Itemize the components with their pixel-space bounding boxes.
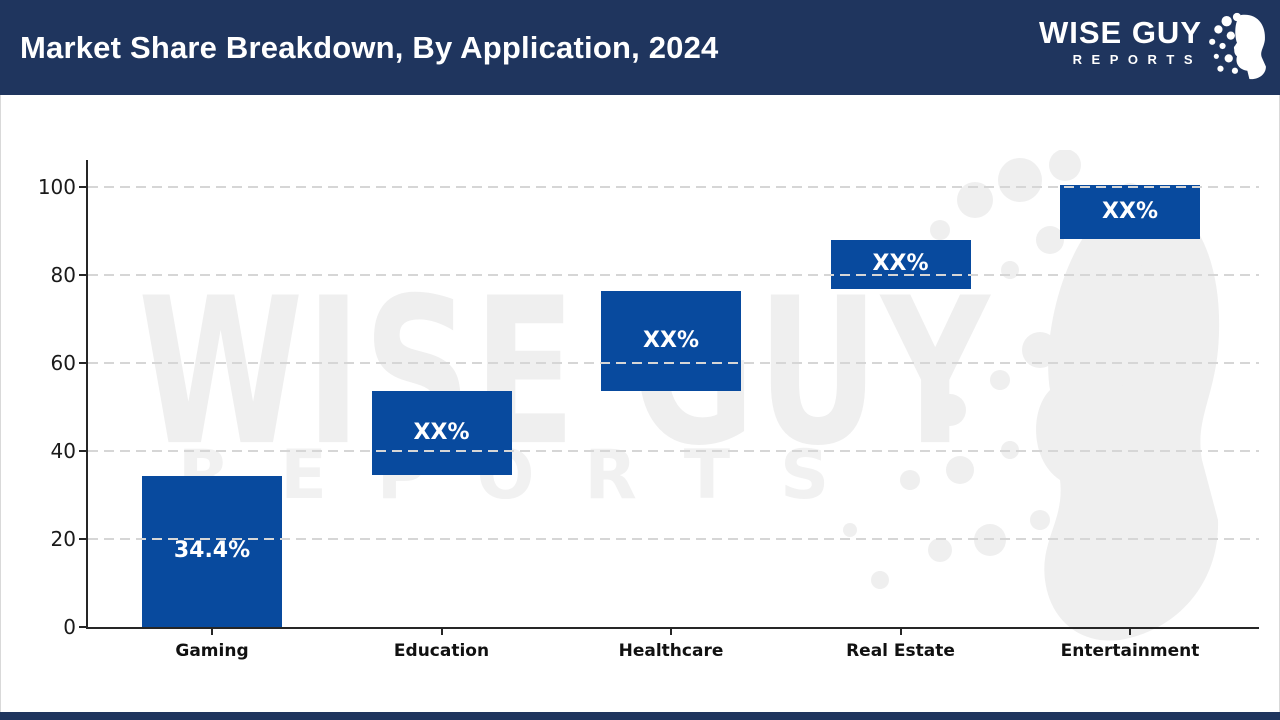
x-tick-mark: [1129, 627, 1131, 635]
gridline-40: [88, 450, 1259, 452]
y-tick-mark-100: [79, 186, 88, 188]
x-tick-mark: [899, 627, 902, 635]
brand-name: WISE GUY: [1038, 15, 1202, 50]
bar-value-label: XX%: [872, 251, 929, 277]
y-tick-mark-40: [79, 450, 88, 452]
bar-education: [371, 390, 512, 475]
brand-face-icon: [1209, 12, 1266, 80]
x-category-label: Real Estate: [846, 641, 955, 661]
y-tick-label-40: 40: [50, 439, 76, 463]
bar-gaming: [142, 475, 282, 627]
brand-subname: REPORTS: [1072, 52, 1202, 67]
y-tick-label-60: 60: [50, 351, 76, 375]
left-border: [0, 95, 1, 712]
bar-value-label: XX%: [1102, 198, 1158, 224]
y-tick-mark-20: [79, 538, 88, 540]
bar-value-label: 34.4%: [173, 538, 251, 564]
x-category-label: Gaming: [175, 641, 249, 661]
y-tick-mark-80: [79, 274, 88, 276]
page-title: Market Share Breakdown, By Application, …: [20, 29, 719, 65]
watermark-text: WISE GUY: [138, 255, 992, 491]
footer-bar: [0, 712, 1280, 720]
gridline-80: [88, 274, 1259, 276]
bar-entertainment: [1060, 184, 1200, 239]
watermark-subtext: REPORTS: [178, 436, 880, 515]
y-tick-label-20: 20: [50, 527, 76, 551]
y-tick-label-80: 80: [50, 263, 76, 287]
y-tick-label-0: 0: [63, 615, 76, 639]
gridline-60: [88, 362, 1259, 364]
x-axis-line: [86, 627, 1259, 629]
gridline-20: [88, 538, 1259, 540]
x-tick-mark: [670, 627, 672, 635]
y-tick-label-100: 100: [37, 175, 76, 199]
bar-healthcare: [601, 290, 741, 391]
x-category-label: Education: [393, 641, 490, 661]
y-tick-mark-0: [79, 626, 88, 628]
gridline-100: [88, 186, 1259, 188]
bar-real-estate: [830, 239, 971, 289]
y-tick-mark-60: [79, 362, 88, 364]
bar-value-label: XX%: [643, 327, 699, 353]
header-bar: Market Share Breakdown, By Application, …: [0, 0, 1280, 95]
x-category-label: Healthcare: [618, 641, 724, 661]
brand-logo: WISE GUY REPORTS: [1039, 16, 1202, 68]
x-category-label: Entertainment: [1060, 641, 1200, 661]
x-tick-mark: [211, 627, 213, 635]
y-axis-line: [86, 160, 88, 629]
bar-value-label: XX%: [413, 419, 470, 445]
x-tick-mark: [440, 627, 443, 635]
